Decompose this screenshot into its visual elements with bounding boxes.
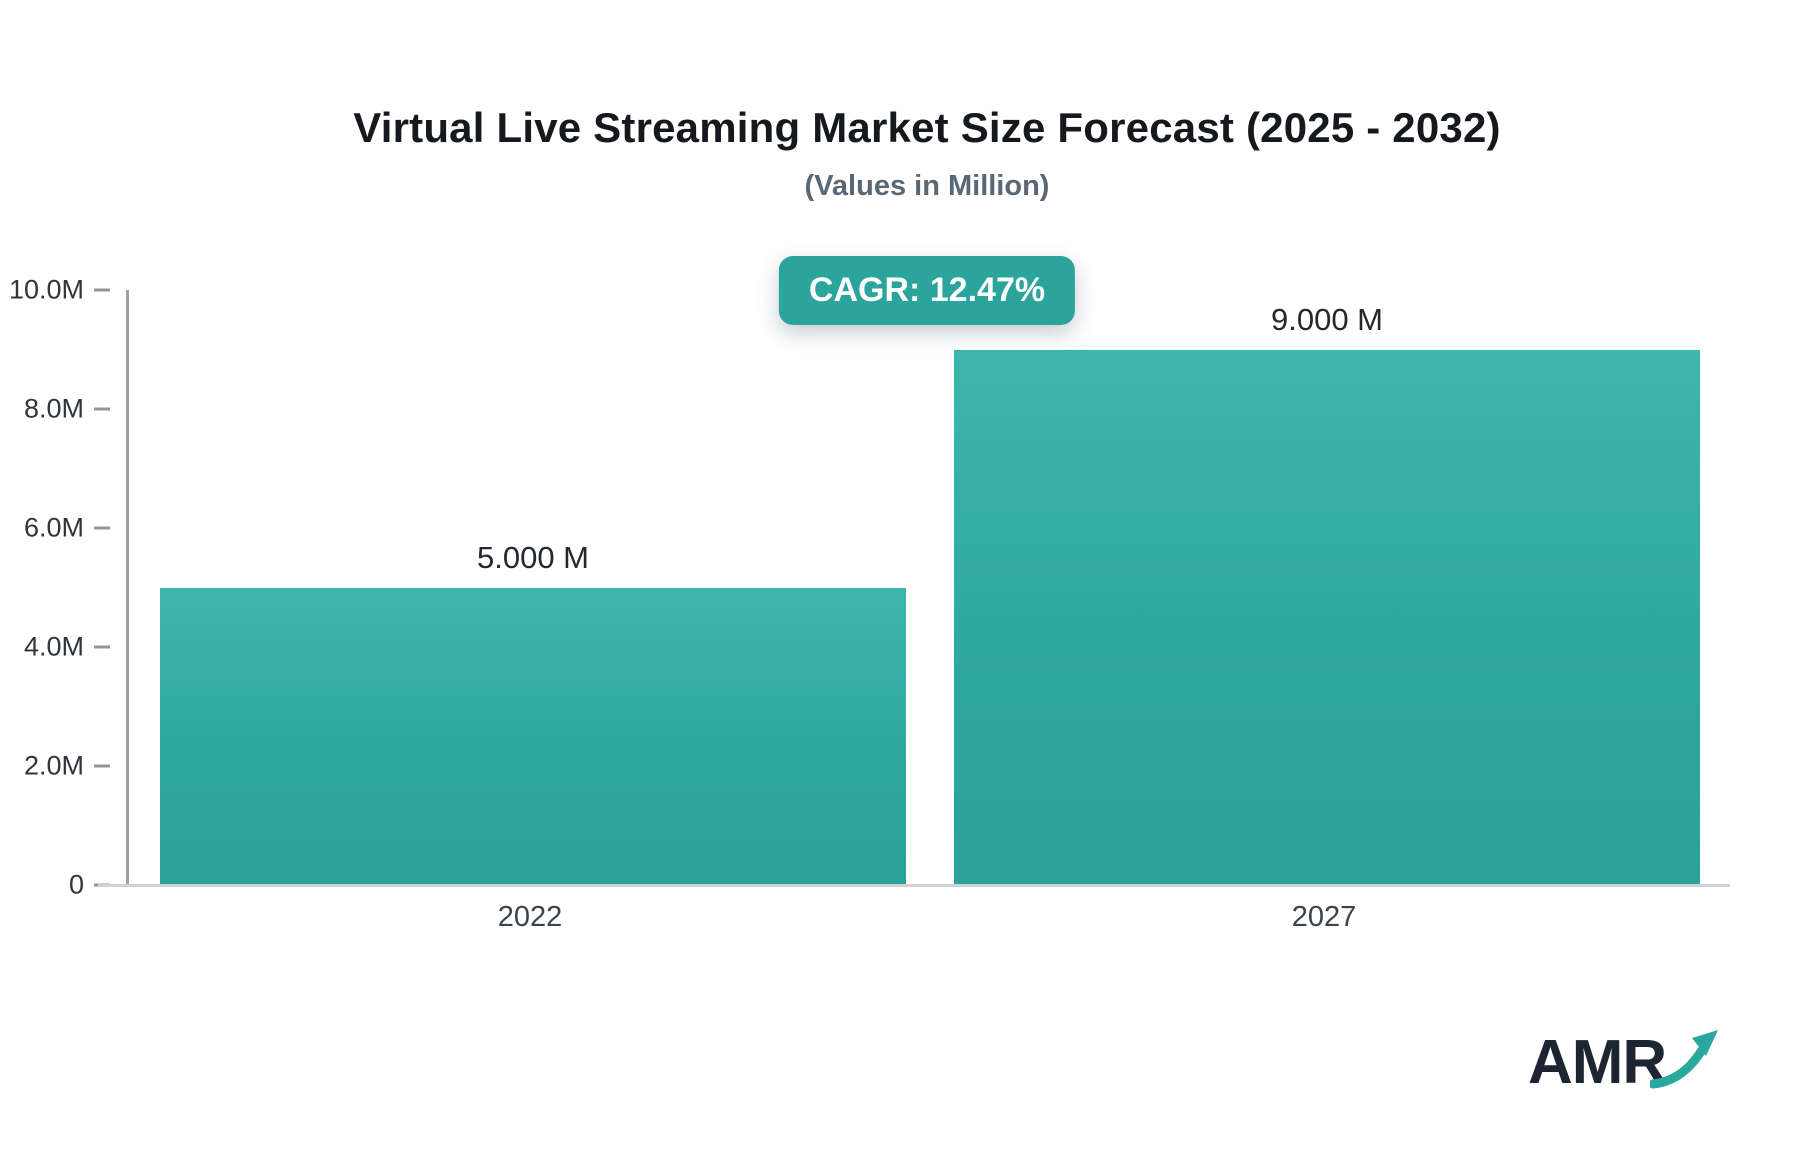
y-tick-mark — [94, 645, 110, 649]
y-tick: 6.0M — [24, 513, 118, 544]
bar-value-label: 9.000 M — [1270, 301, 1383, 337]
y-tick-label: 2.0M — [23, 750, 84, 781]
chart-subtitle: (Values in Million) — [804, 170, 1050, 202]
bars: 5.000 M 9.000 M — [129, 290, 1731, 885]
y-tick: 8.0M — [24, 394, 118, 425]
x-axis-label: 2027 — [1291, 901, 1357, 933]
y-tick-label: 10.0M — [8, 274, 84, 305]
y-tick-label: 8.0M — [23, 393, 84, 424]
x-axis-label: 2022 — [497, 901, 563, 933]
y-tick-mark — [94, 288, 110, 292]
y-axis: 0 2.0M 4.0M 6.0M 8.0M 10.0M — [0, 275, 118, 900]
y-tick-mark — [94, 526, 110, 530]
cagr-badge: CAGR: 12.47% — [778, 256, 1076, 325]
bar-group: 9.000 M — [954, 290, 1700, 885]
plot-area: 5.000 M 9.000 M — [126, 290, 1731, 885]
y-tick: 10.0M — [9, 275, 118, 306]
y-tick-mark — [94, 407, 110, 411]
y-tick: 4.0M — [24, 632, 118, 663]
x-axis-line — [98, 884, 1730, 887]
y-tick-label: 4.0M — [23, 631, 84, 662]
bar[interactable] — [160, 587, 906, 885]
y-tick-label: 6.0M — [23, 512, 84, 543]
chart-title: Virtual Live Streaming Market Size Forec… — [353, 104, 1501, 151]
bar-value-label: 5.000 M — [476, 539, 589, 575]
y-tick-mark — [94, 764, 110, 768]
y-tick: 2.0M — [24, 751, 118, 782]
bar[interactable] — [954, 349, 1700, 885]
bar-group: 5.000 M — [160, 290, 906, 885]
amr-logo: AMR — [1528, 1028, 1720, 1094]
growth-arrow-icon — [1650, 1030, 1719, 1089]
y-tick-label: 0 — [68, 869, 84, 900]
amr-logo-text: AMR — [1528, 1028, 1667, 1097]
x-labels: 2022 2027 — [126, 901, 1728, 934]
